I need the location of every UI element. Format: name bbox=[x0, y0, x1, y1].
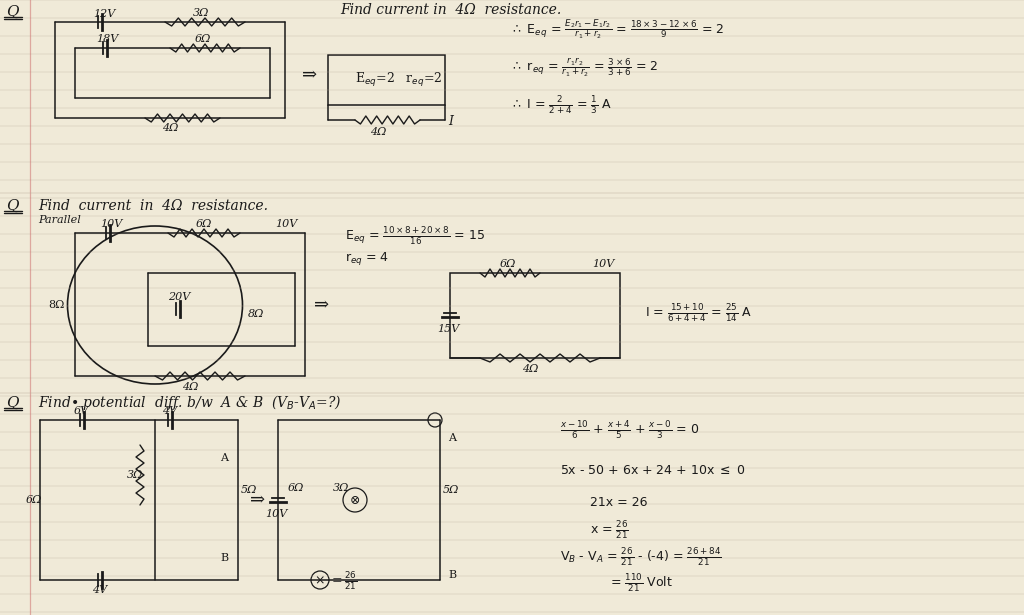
Text: 6Ω: 6Ω bbox=[26, 495, 42, 505]
Text: E$_{eq}$=2   r$_{eq}$=2: E$_{eq}$=2 r$_{eq}$=2 bbox=[355, 71, 442, 89]
Text: 10V: 10V bbox=[592, 259, 614, 269]
Text: 6V: 6V bbox=[74, 406, 89, 416]
Text: ×: × bbox=[314, 574, 326, 587]
Bar bbox=[450, 273, 620, 358]
Text: $\therefore$ I = $\frac{2}{2+4}$ = $\frac{1}{3}$ A: $\therefore$ I = $\frac{2}{2+4}$ = $\fra… bbox=[510, 94, 612, 116]
Text: Parallel: Parallel bbox=[38, 215, 81, 225]
Bar bbox=[328, 55, 445, 105]
Text: 5x - 50 + 6x + 24 + 10x $\leq$ 0: 5x - 50 + 6x + 24 + 10x $\leq$ 0 bbox=[560, 464, 745, 477]
Text: A: A bbox=[220, 453, 228, 463]
Text: I: I bbox=[449, 114, 453, 127]
Text: Find current in  4Ω  resistance.: Find current in 4Ω resistance. bbox=[340, 3, 561, 17]
Text: 10V: 10V bbox=[265, 509, 287, 519]
Text: 6Ω: 6Ω bbox=[196, 219, 212, 229]
Text: Q: Q bbox=[6, 5, 18, 19]
Text: Find• potential  diff. b/w  A & B  (V$_B$-V$_A$=?): Find• potential diff. b/w A & B (V$_B$-V… bbox=[38, 394, 341, 413]
Text: 10V: 10V bbox=[275, 219, 297, 229]
Text: 8Ω: 8Ω bbox=[248, 309, 264, 319]
Text: Q: Q bbox=[6, 396, 18, 410]
Text: 4Ω: 4Ω bbox=[370, 127, 386, 137]
Text: 4Ω: 4Ω bbox=[182, 382, 199, 392]
Text: B: B bbox=[449, 570, 456, 580]
Text: x = $\frac{26}{21}$: x = $\frac{26}{21}$ bbox=[590, 519, 629, 541]
Text: r$_{eq}$ = 4: r$_{eq}$ = 4 bbox=[345, 250, 389, 266]
Text: 6Ω: 6Ω bbox=[500, 259, 516, 269]
Text: B: B bbox=[220, 553, 228, 563]
Text: 6Ω: 6Ω bbox=[195, 34, 211, 44]
Text: 21x = 26: 21x = 26 bbox=[590, 496, 647, 509]
Text: 15V: 15V bbox=[437, 324, 459, 334]
Text: =: = bbox=[332, 574, 347, 587]
Text: A: A bbox=[449, 433, 456, 443]
Text: $\frac{x-10}{6}$ + $\frac{x+4}{5}$ + $\frac{x-0}{3}$ = 0: $\frac{x-10}{6}$ + $\frac{x+4}{5}$ + $\f… bbox=[560, 419, 699, 441]
Text: 5Ω: 5Ω bbox=[241, 485, 257, 495]
Text: 18V: 18V bbox=[96, 34, 118, 44]
Text: 8Ω: 8Ω bbox=[48, 300, 65, 310]
Text: V$_B$ - V$_A$ = $\frac{26}{21}$ - (-4) = $\frac{26+84}{21}$: V$_B$ - V$_A$ = $\frac{26}{21}$ - (-4) =… bbox=[560, 546, 722, 568]
Text: 3Ω: 3Ω bbox=[127, 470, 143, 480]
Text: ⇒: ⇒ bbox=[314, 296, 330, 314]
Text: I = $\frac{15+10}{6+4+4}$ = $\frac{25}{14}$ A: I = $\frac{15+10}{6+4+4}$ = $\frac{25}{1… bbox=[645, 302, 753, 324]
Text: ⇒: ⇒ bbox=[251, 491, 265, 509]
Text: Q: Q bbox=[6, 199, 18, 213]
Text: 3Ω: 3Ω bbox=[333, 483, 349, 493]
Text: ⊗: ⊗ bbox=[350, 494, 360, 507]
Text: 4Ω: 4Ω bbox=[522, 364, 539, 374]
Text: 3Ω: 3Ω bbox=[193, 8, 209, 18]
Text: 10V: 10V bbox=[100, 219, 122, 229]
Text: = $\frac{110}{21}$ Volt: = $\frac{110}{21}$ Volt bbox=[610, 572, 673, 594]
Text: 20V: 20V bbox=[168, 292, 190, 302]
Text: $\frac{26}{21}$: $\frac{26}{21}$ bbox=[344, 570, 357, 592]
Text: $\therefore$ r$_{eq}$ = $\frac{r_1r_2}{r_1+r_2}$ = $\frac{3\times6}{3+6}$ = 2: $\therefore$ r$_{eq}$ = $\frac{r_1r_2}{r… bbox=[510, 57, 658, 79]
Text: 6Ω: 6Ω bbox=[288, 483, 304, 493]
Text: 12V: 12V bbox=[93, 9, 116, 19]
Text: 4Ω: 4Ω bbox=[162, 123, 178, 133]
Text: $\therefore$ E$_{eq}$ = $\frac{E_2r_1 - E_1r_2}{r_1+r_2}$ = $\frac{18\times3 - 1: $\therefore$ E$_{eq}$ = $\frac{E_2r_1 - … bbox=[510, 18, 724, 42]
Text: 4V: 4V bbox=[92, 585, 108, 595]
Text: 5Ω: 5Ω bbox=[443, 485, 460, 495]
Text: E$_{eq}$ = $\frac{10\times8+20\times8}{16}$ = 15: E$_{eq}$ = $\frac{10\times8+20\times8}{1… bbox=[345, 225, 485, 247]
Text: ⇒: ⇒ bbox=[302, 66, 317, 84]
Text: 4V: 4V bbox=[162, 406, 177, 416]
Text: Find  current  in  4Ω  resistance.: Find current in 4Ω resistance. bbox=[38, 199, 268, 213]
